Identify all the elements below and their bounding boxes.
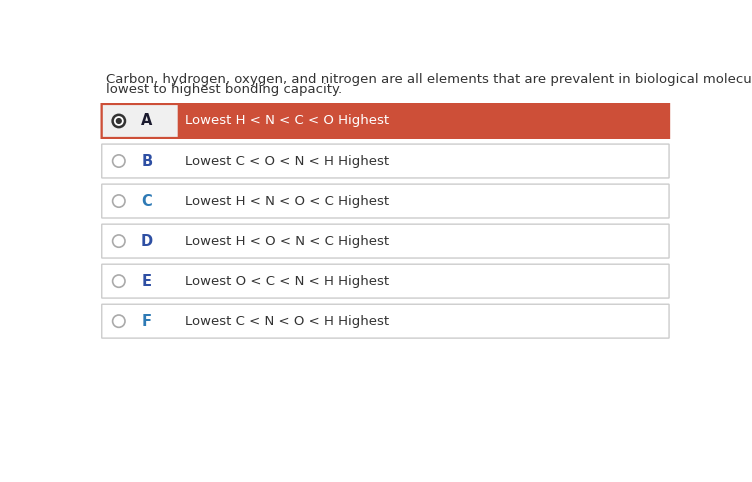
Text: C: C (141, 194, 152, 209)
Circle shape (113, 315, 125, 327)
Text: Lowest C < O < N < H Highest: Lowest C < O < N < H Highest (186, 155, 390, 168)
Text: Carbon, hydrogen, oxygen, and nitrogen are all elements that are prevalent in bi: Carbon, hydrogen, oxygen, and nitrogen a… (105, 73, 752, 86)
Text: E: E (141, 274, 152, 289)
Text: F: F (141, 314, 152, 329)
Text: Lowest O < C < N < H Highest: Lowest O < C < N < H Highest (186, 275, 390, 288)
Text: D: D (141, 234, 153, 249)
Circle shape (113, 115, 125, 127)
FancyBboxPatch shape (102, 224, 669, 258)
Text: Lowest H < O < N < C Highest: Lowest H < O < N < C Highest (186, 235, 390, 248)
Text: lowest to highest bonding capacity.: lowest to highest bonding capacity. (105, 83, 341, 96)
Text: Lowest H < N < O < C Highest: Lowest H < N < O < C Highest (186, 195, 390, 208)
Text: B: B (141, 154, 152, 169)
Text: A: A (141, 113, 153, 129)
Text: Lowest H < N < C < O Highest: Lowest H < N < C < O Highest (186, 115, 390, 127)
Circle shape (113, 275, 125, 287)
Circle shape (113, 235, 125, 247)
Circle shape (113, 155, 125, 167)
Circle shape (113, 195, 125, 207)
FancyBboxPatch shape (102, 184, 669, 218)
Circle shape (116, 118, 122, 124)
FancyBboxPatch shape (102, 304, 669, 338)
FancyBboxPatch shape (102, 104, 669, 138)
Text: Lowest C < N < O < H Highest: Lowest C < N < O < H Highest (186, 315, 390, 328)
FancyBboxPatch shape (102, 264, 669, 298)
FancyBboxPatch shape (102, 104, 177, 138)
FancyBboxPatch shape (102, 144, 669, 178)
